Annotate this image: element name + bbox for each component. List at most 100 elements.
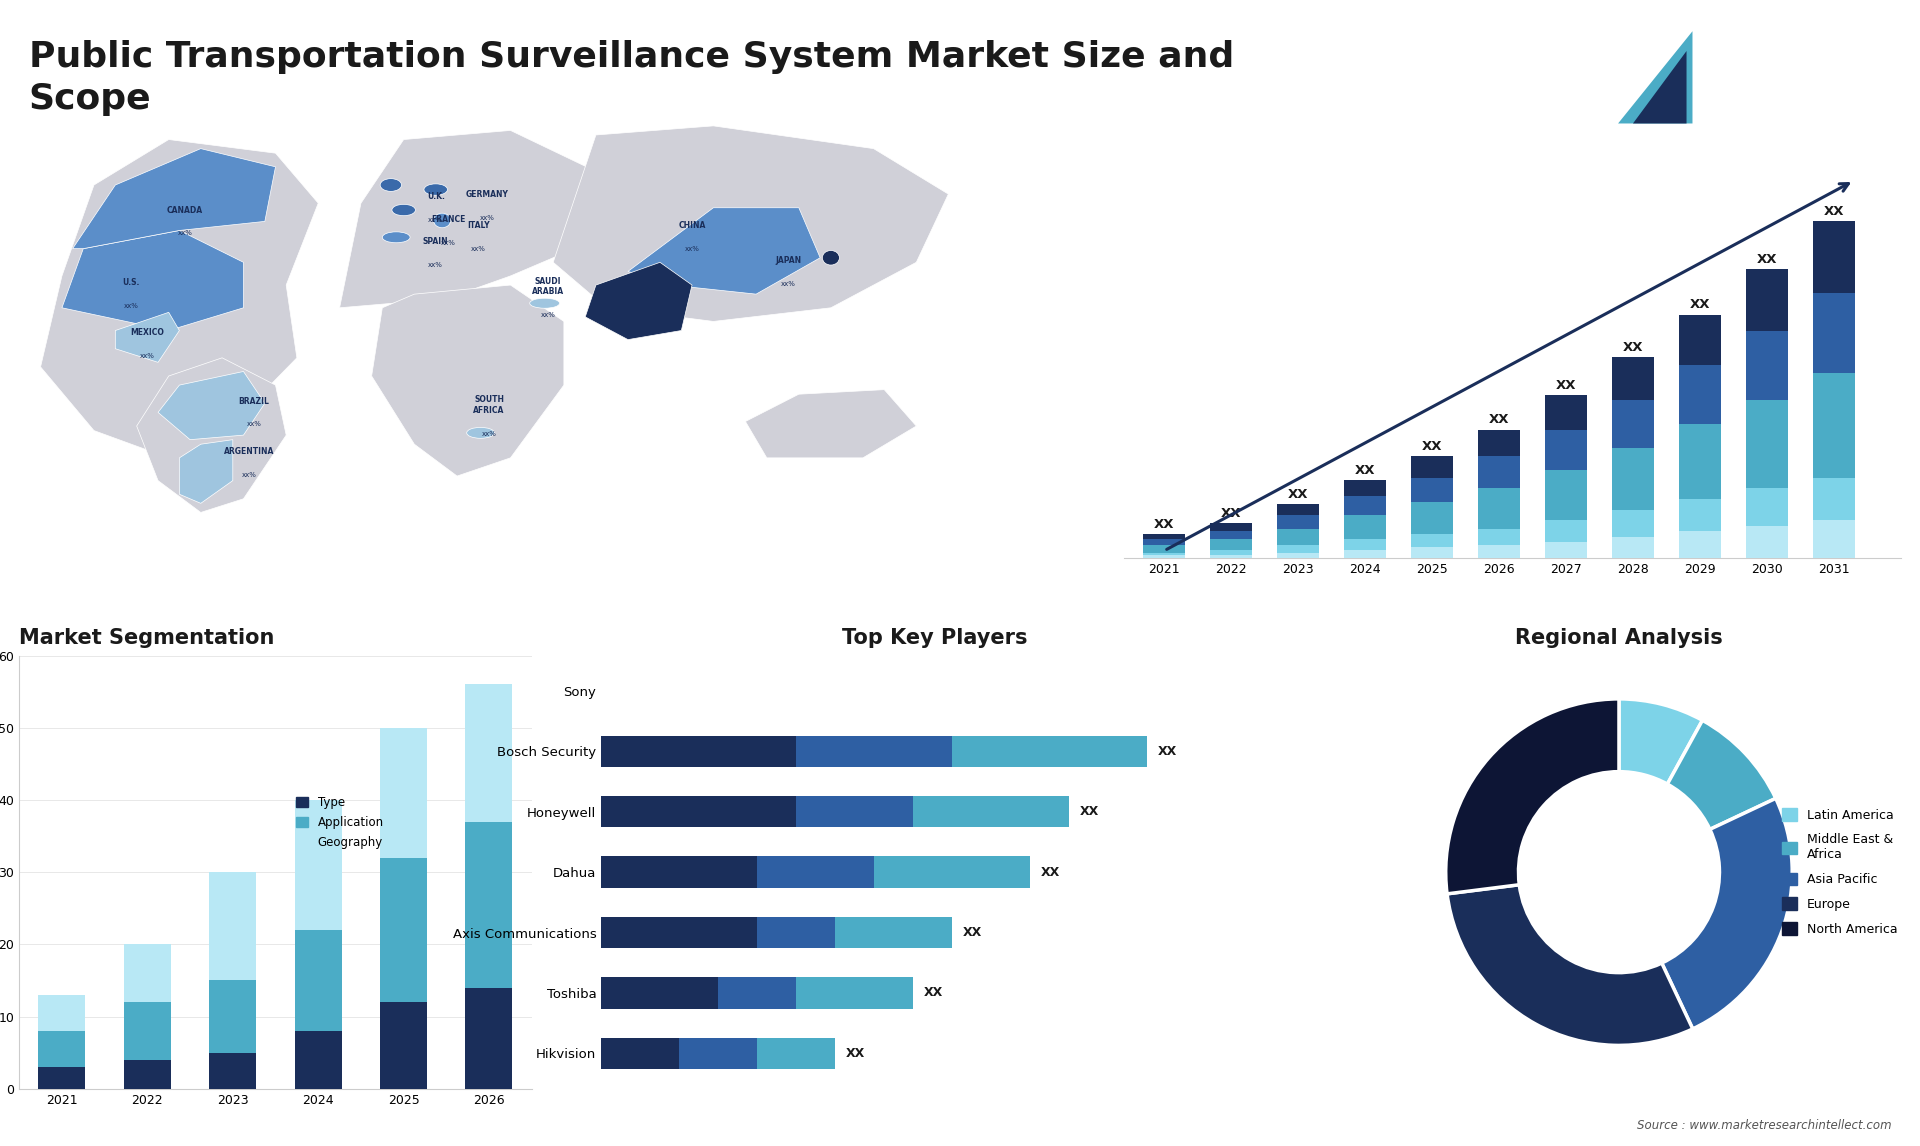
Text: xx%: xx% (653, 321, 668, 328)
Bar (38, 995, 84, 1031)
Bar (1680, 315, 1720, 366)
Bar (1411, 534, 1453, 548)
Bar (1680, 500, 1720, 532)
Bar (797, 796, 914, 827)
Text: ITALY: ITALY (467, 221, 490, 230)
Polygon shape (1632, 52, 1686, 124)
Bar (1546, 470, 1586, 520)
Polygon shape (73, 149, 275, 249)
Ellipse shape (434, 213, 451, 228)
Wedge shape (1619, 699, 1703, 784)
Title: Top Key Players: Top Key Players (841, 628, 1027, 649)
Bar (1344, 480, 1386, 496)
Legend: Type, Application, Geography: Type, Application, Geography (292, 792, 388, 854)
Text: XX: XX (1221, 507, 1242, 520)
Bar (1546, 542, 1586, 558)
Bar (380, 728, 426, 857)
Bar (1210, 524, 1252, 532)
Bar (1144, 540, 1185, 544)
Bar (209, 1053, 255, 1089)
Text: XX: XX (1555, 378, 1576, 392)
Bar (1613, 448, 1653, 510)
Bar (1745, 269, 1788, 331)
Bar (1680, 424, 1720, 500)
Polygon shape (372, 285, 564, 476)
Wedge shape (1667, 721, 1776, 830)
Text: JAPAN: JAPAN (776, 256, 801, 265)
Text: ARGENTINA: ARGENTINA (223, 447, 275, 456)
Polygon shape (157, 371, 265, 440)
Bar (835, 917, 952, 948)
Polygon shape (61, 230, 244, 330)
Polygon shape (745, 390, 916, 458)
Bar (1411, 548, 1453, 558)
Bar (1812, 478, 1855, 520)
Text: XX: XX (1154, 518, 1175, 531)
Text: XX: XX (964, 926, 983, 939)
Bar (1613, 358, 1653, 400)
Bar (874, 856, 1031, 888)
Polygon shape (136, 358, 286, 512)
Bar (1546, 520, 1586, 542)
Bar (380, 857, 426, 1002)
Text: CHINA: CHINA (678, 221, 707, 230)
Wedge shape (1448, 885, 1693, 1045)
Bar (601, 1037, 680, 1069)
Text: BRAZIL: BRAZIL (238, 397, 269, 406)
Bar (1812, 293, 1855, 374)
Bar (1210, 532, 1252, 540)
Bar (797, 978, 914, 1008)
Bar (1812, 221, 1855, 293)
Text: XX: XX (1158, 745, 1177, 758)
Bar (756, 917, 835, 948)
Bar (718, 978, 797, 1008)
Text: xx%: xx% (428, 262, 444, 268)
Text: xx%: xx% (242, 471, 255, 478)
Bar (1344, 540, 1386, 550)
Bar (1411, 478, 1453, 502)
Bar (1613, 510, 1653, 536)
Text: XX: XX (1041, 865, 1060, 879)
Wedge shape (1446, 699, 1619, 894)
Bar (1478, 488, 1521, 528)
Bar (1812, 520, 1855, 558)
Bar (1745, 526, 1788, 558)
Bar (1344, 516, 1386, 540)
Bar (1745, 331, 1788, 400)
Text: Market Segmentation: Market Segmentation (19, 628, 275, 649)
Bar (914, 796, 1069, 827)
Bar (1546, 395, 1586, 430)
Bar (1546, 430, 1586, 470)
Bar (1277, 516, 1319, 528)
Bar (797, 736, 952, 767)
Bar (1411, 502, 1453, 534)
Text: xx%: xx% (480, 214, 495, 220)
Text: U.K.: U.K. (426, 191, 445, 201)
Bar (1210, 556, 1252, 558)
Bar (209, 872, 255, 981)
Text: FRANCE: FRANCE (432, 214, 467, 223)
Text: MARKET: MARKET (1716, 48, 1768, 58)
Text: XX: XX (847, 1046, 866, 1060)
Text: MEXICO: MEXICO (131, 329, 165, 337)
Polygon shape (179, 440, 232, 503)
Polygon shape (1619, 31, 1692, 124)
Text: xx%: xx% (540, 313, 555, 319)
Bar (1144, 534, 1185, 540)
Bar (1613, 536, 1653, 558)
Text: xx%: xx% (781, 281, 795, 286)
Bar (294, 800, 342, 929)
Bar (601, 796, 797, 827)
Bar (123, 1002, 171, 1060)
Bar (1277, 544, 1319, 552)
Bar (1478, 456, 1521, 488)
Text: XX: XX (1488, 414, 1509, 426)
Text: GERMANY: GERMANY (465, 189, 509, 198)
Bar (601, 978, 718, 1008)
Bar (756, 1037, 835, 1069)
Bar (1344, 496, 1386, 516)
Bar (1613, 400, 1653, 448)
Bar (952, 736, 1148, 767)
Bar (1344, 550, 1386, 558)
Bar (601, 856, 756, 888)
